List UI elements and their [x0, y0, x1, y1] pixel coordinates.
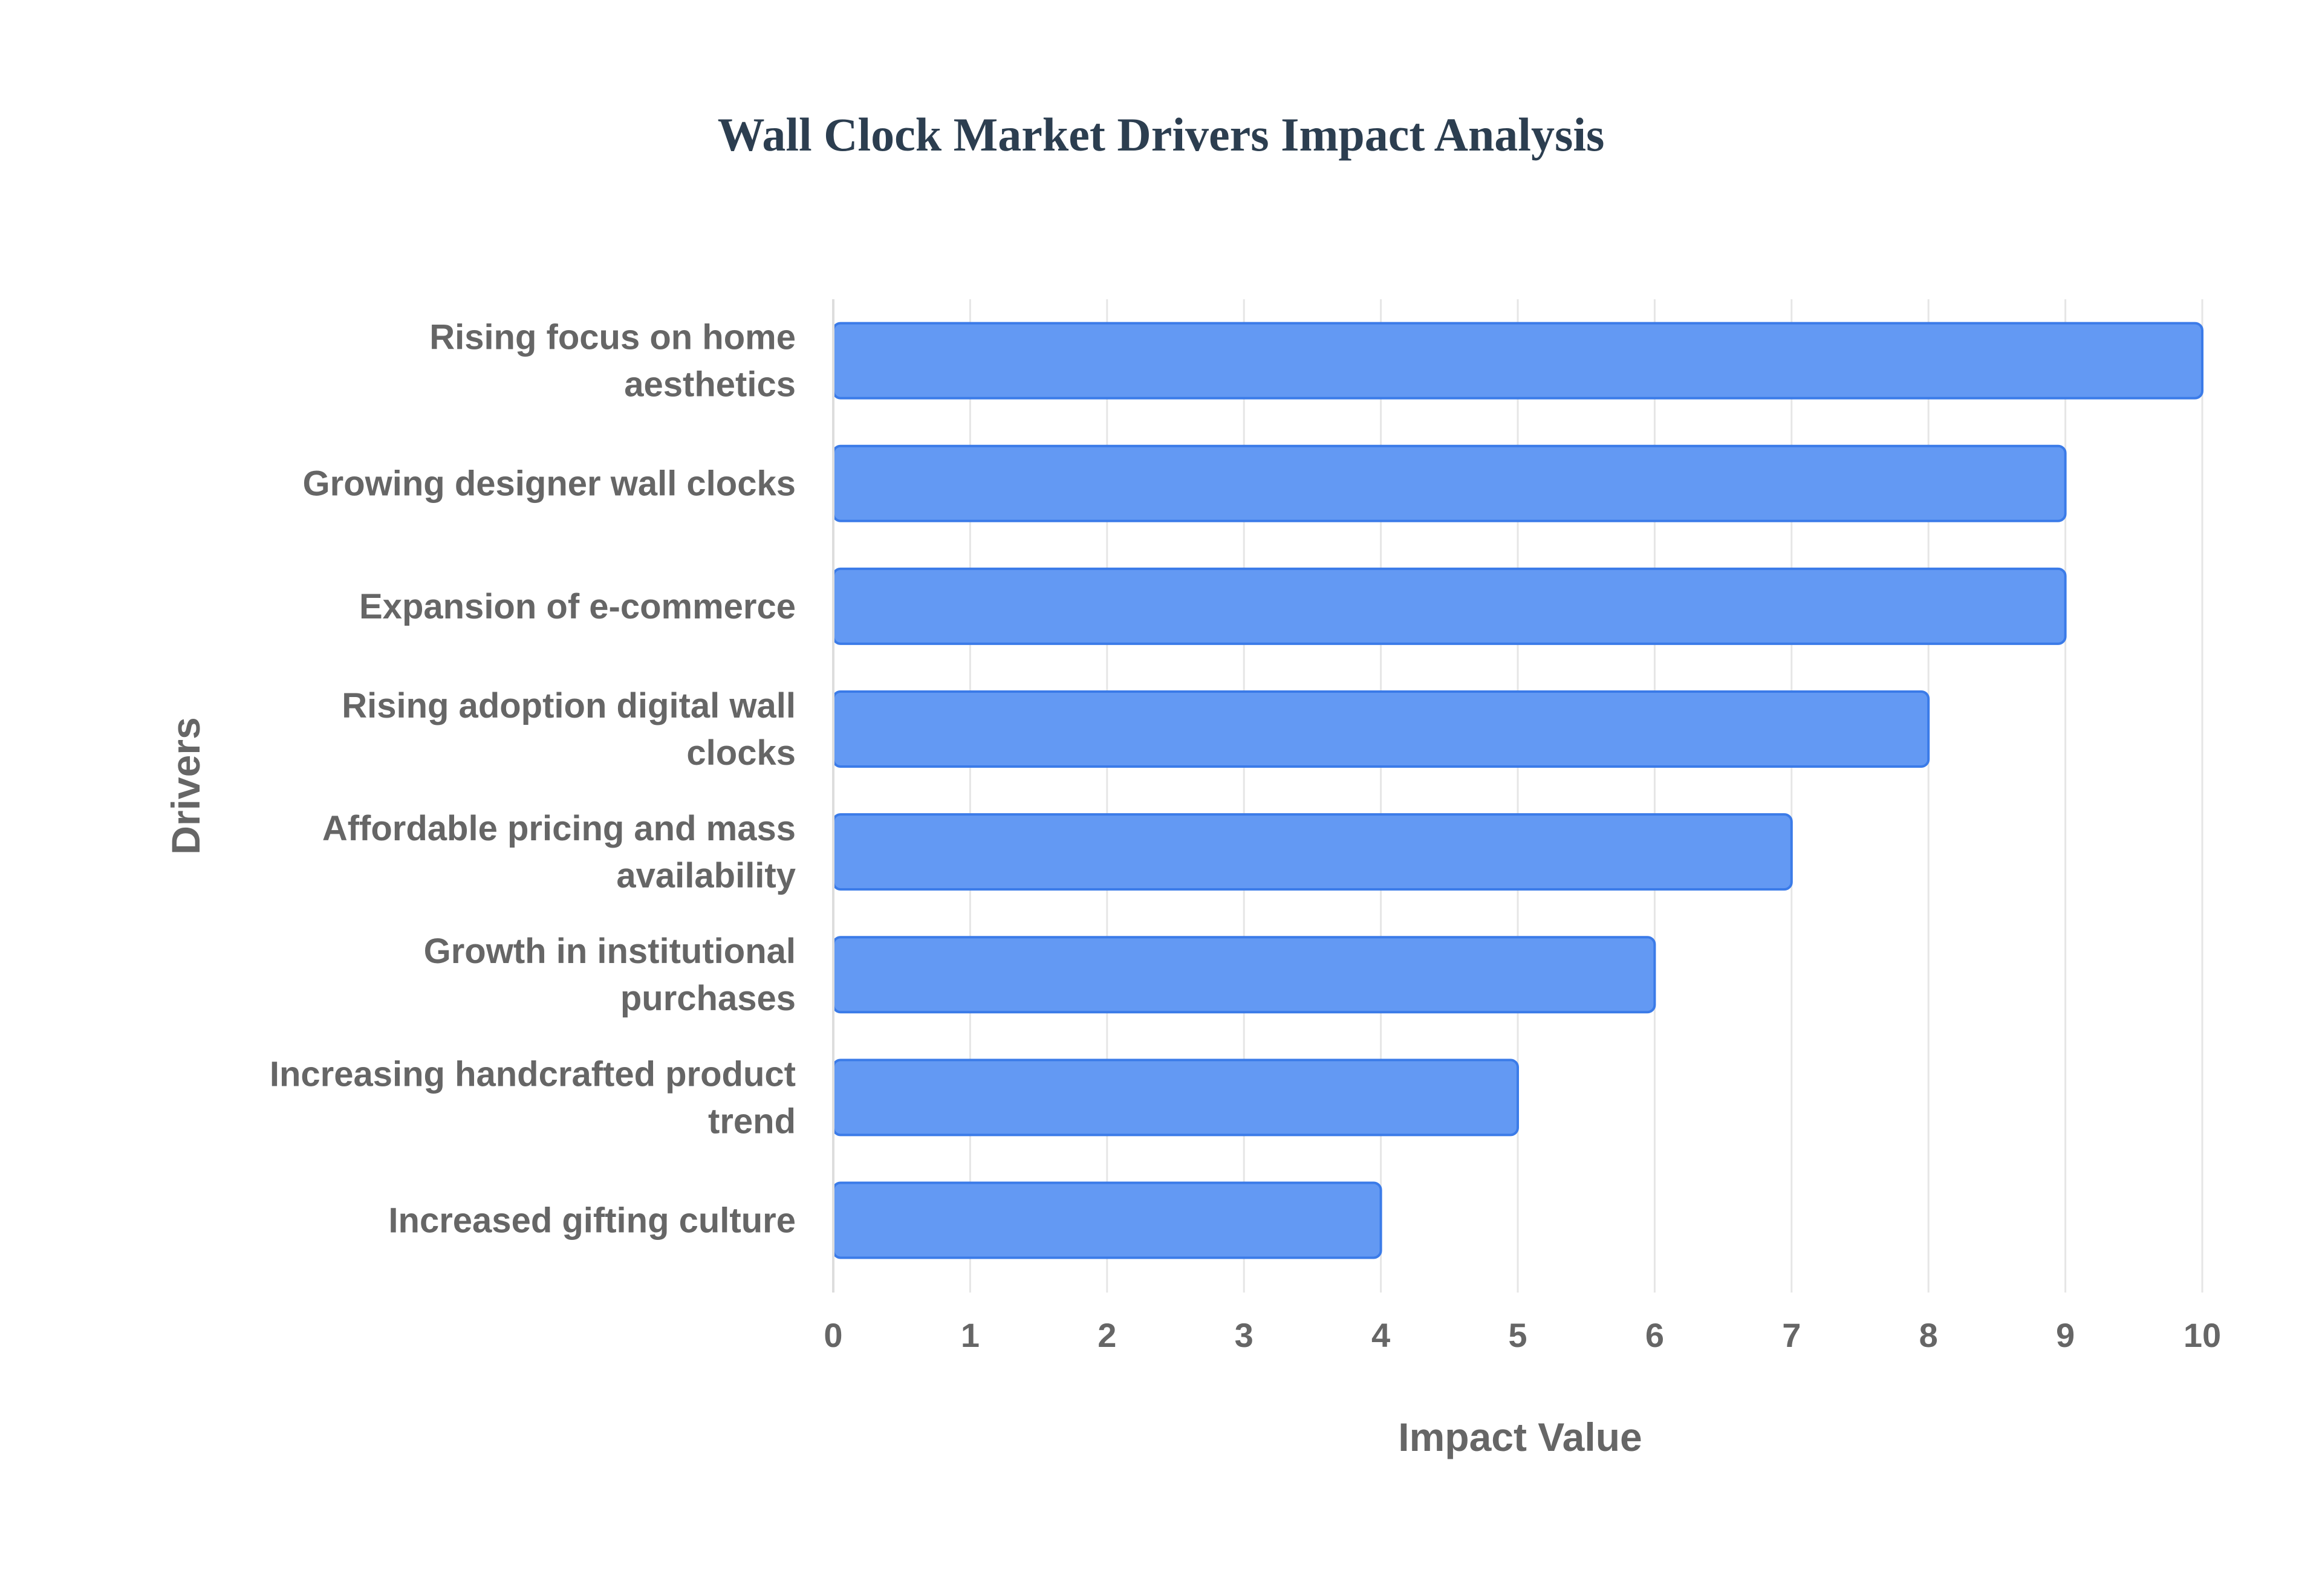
x-tick-label: 9 — [2056, 1316, 2075, 1354]
category-labels: Rising focus on home aesthetics Growing de… — [270, 318, 796, 1241]
x-tick-label: 4 — [1371, 1316, 1390, 1354]
x-tick-label: 2 — [1098, 1316, 1116, 1354]
category-label: Increasing handcrafted product trend — [270, 1054, 796, 1141]
x-tick-label: 5 — [1508, 1316, 1527, 1354]
bars — [832, 322, 2203, 1259]
x-tick-label: 8 — [1919, 1316, 1938, 1354]
y-axis-title: Drivers — [163, 717, 208, 855]
category-label: Rising adoption digital wall clocks — [342, 686, 796, 773]
bar — [832, 567, 2067, 645]
x-axis-title: Impact Value — [1398, 1415, 1642, 1459]
x-tick-label: 10 — [2184, 1316, 2221, 1354]
x-tick-label: 0 — [824, 1316, 842, 1354]
x-tick-label: 3 — [1235, 1316, 1254, 1354]
category-label: Affordable pricing and mass availability — [322, 809, 796, 895]
category-label: Increased gifting culture — [388, 1201, 796, 1240]
chart-title: Wall Clock Market Drivers Impact Analysi… — [717, 108, 1605, 161]
category-label: Rising focus on home aesthetics — [429, 318, 796, 404]
bar — [832, 690, 1930, 768]
x-tick-label: 7 — [1782, 1316, 1801, 1354]
bar — [832, 322, 2203, 400]
x-tick-label: 1 — [961, 1316, 980, 1354]
category-label: Growing designer wall clocks — [303, 464, 796, 504]
bar — [832, 936, 1656, 1014]
bar — [832, 444, 2067, 522]
bar — [832, 1059, 1519, 1137]
bar — [832, 1181, 1382, 1259]
category-label: Expansion of e-commerce — [359, 587, 796, 626]
x-tick-label: 6 — [1645, 1316, 1664, 1354]
x-tick-labels: 0 1 2 3 4 5 6 7 8 9 10 — [824, 1316, 2221, 1354]
bar — [832, 813, 1793, 891]
category-label: Growth in institutional purchases — [424, 932, 796, 1018]
